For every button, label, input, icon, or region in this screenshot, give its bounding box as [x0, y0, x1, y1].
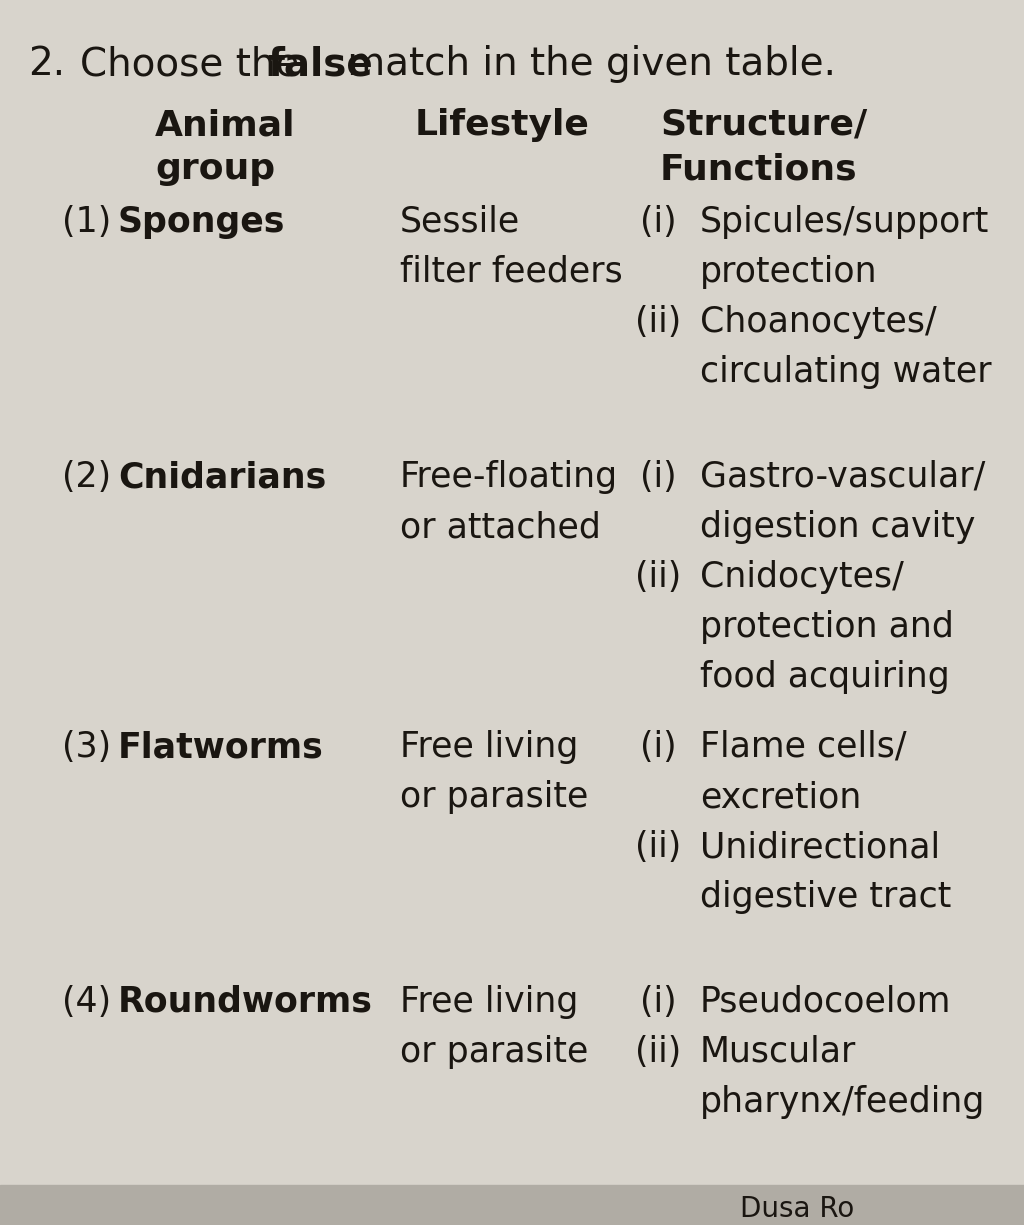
Text: (3): (3): [62, 730, 112, 764]
Text: false: false: [267, 45, 373, 83]
Text: Muscular: Muscular: [700, 1035, 856, 1069]
Text: Choose the: Choose the: [80, 45, 311, 83]
Text: Choanocytes/: Choanocytes/: [700, 305, 937, 339]
Text: 2.: 2.: [28, 45, 66, 83]
Text: Spicules/support: Spicules/support: [700, 205, 989, 239]
Text: protection: protection: [700, 255, 878, 289]
Text: Dusa Ro: Dusa Ro: [740, 1196, 854, 1223]
Text: excretion: excretion: [700, 780, 861, 813]
Text: Pseudocoelom: Pseudocoelom: [700, 985, 951, 1019]
Text: match in the given table.: match in the given table.: [335, 45, 836, 83]
Text: Flame cells/: Flame cells/: [700, 730, 906, 764]
Text: (2): (2): [62, 461, 112, 494]
Text: Free living: Free living: [400, 730, 579, 764]
Text: filter feeders: filter feeders: [400, 255, 623, 289]
Text: (ii): (ii): [635, 305, 681, 339]
Text: (i): (i): [640, 461, 677, 494]
Text: Sponges: Sponges: [118, 205, 286, 239]
Text: Roundworms: Roundworms: [118, 985, 373, 1019]
Text: or parasite: or parasite: [400, 780, 589, 813]
Text: Structure/: Structure/: [660, 108, 867, 142]
Text: Cnidarians: Cnidarians: [118, 461, 327, 494]
Text: (ii): (ii): [635, 1035, 681, 1069]
Text: (i): (i): [640, 205, 677, 239]
Text: food acquiring: food acquiring: [700, 660, 949, 695]
Text: Gastro-vascular/: Gastro-vascular/: [700, 461, 985, 494]
Text: Free living: Free living: [400, 985, 579, 1019]
Bar: [0, 1185, 1024, 1225]
Text: (ii): (ii): [635, 560, 681, 594]
Text: (i): (i): [640, 730, 677, 764]
Text: or attached: or attached: [400, 510, 601, 544]
Text: Free-floating: Free-floating: [400, 461, 618, 494]
Text: (ii): (ii): [635, 831, 681, 864]
Text: Animal: Animal: [155, 108, 296, 142]
Text: digestive tract: digestive tract: [700, 880, 951, 914]
Text: (1): (1): [62, 205, 112, 239]
Text: Flatworms: Flatworms: [118, 730, 324, 764]
Text: circulating water: circulating water: [700, 355, 991, 390]
Text: or parasite: or parasite: [400, 1035, 589, 1069]
Text: Functions: Functions: [660, 152, 858, 186]
Text: (4): (4): [62, 985, 112, 1019]
Text: digestion cavity: digestion cavity: [700, 510, 976, 544]
Text: group: group: [155, 152, 275, 186]
Text: protection and: protection and: [700, 610, 954, 644]
Text: pharynx/feeding: pharynx/feeding: [700, 1085, 985, 1118]
Text: Lifestyle: Lifestyle: [415, 108, 590, 142]
Text: Unidirectional: Unidirectional: [700, 831, 940, 864]
Text: (i): (i): [640, 985, 677, 1019]
Text: Cnidocytes/: Cnidocytes/: [700, 560, 904, 594]
Text: Sessile: Sessile: [400, 205, 520, 239]
